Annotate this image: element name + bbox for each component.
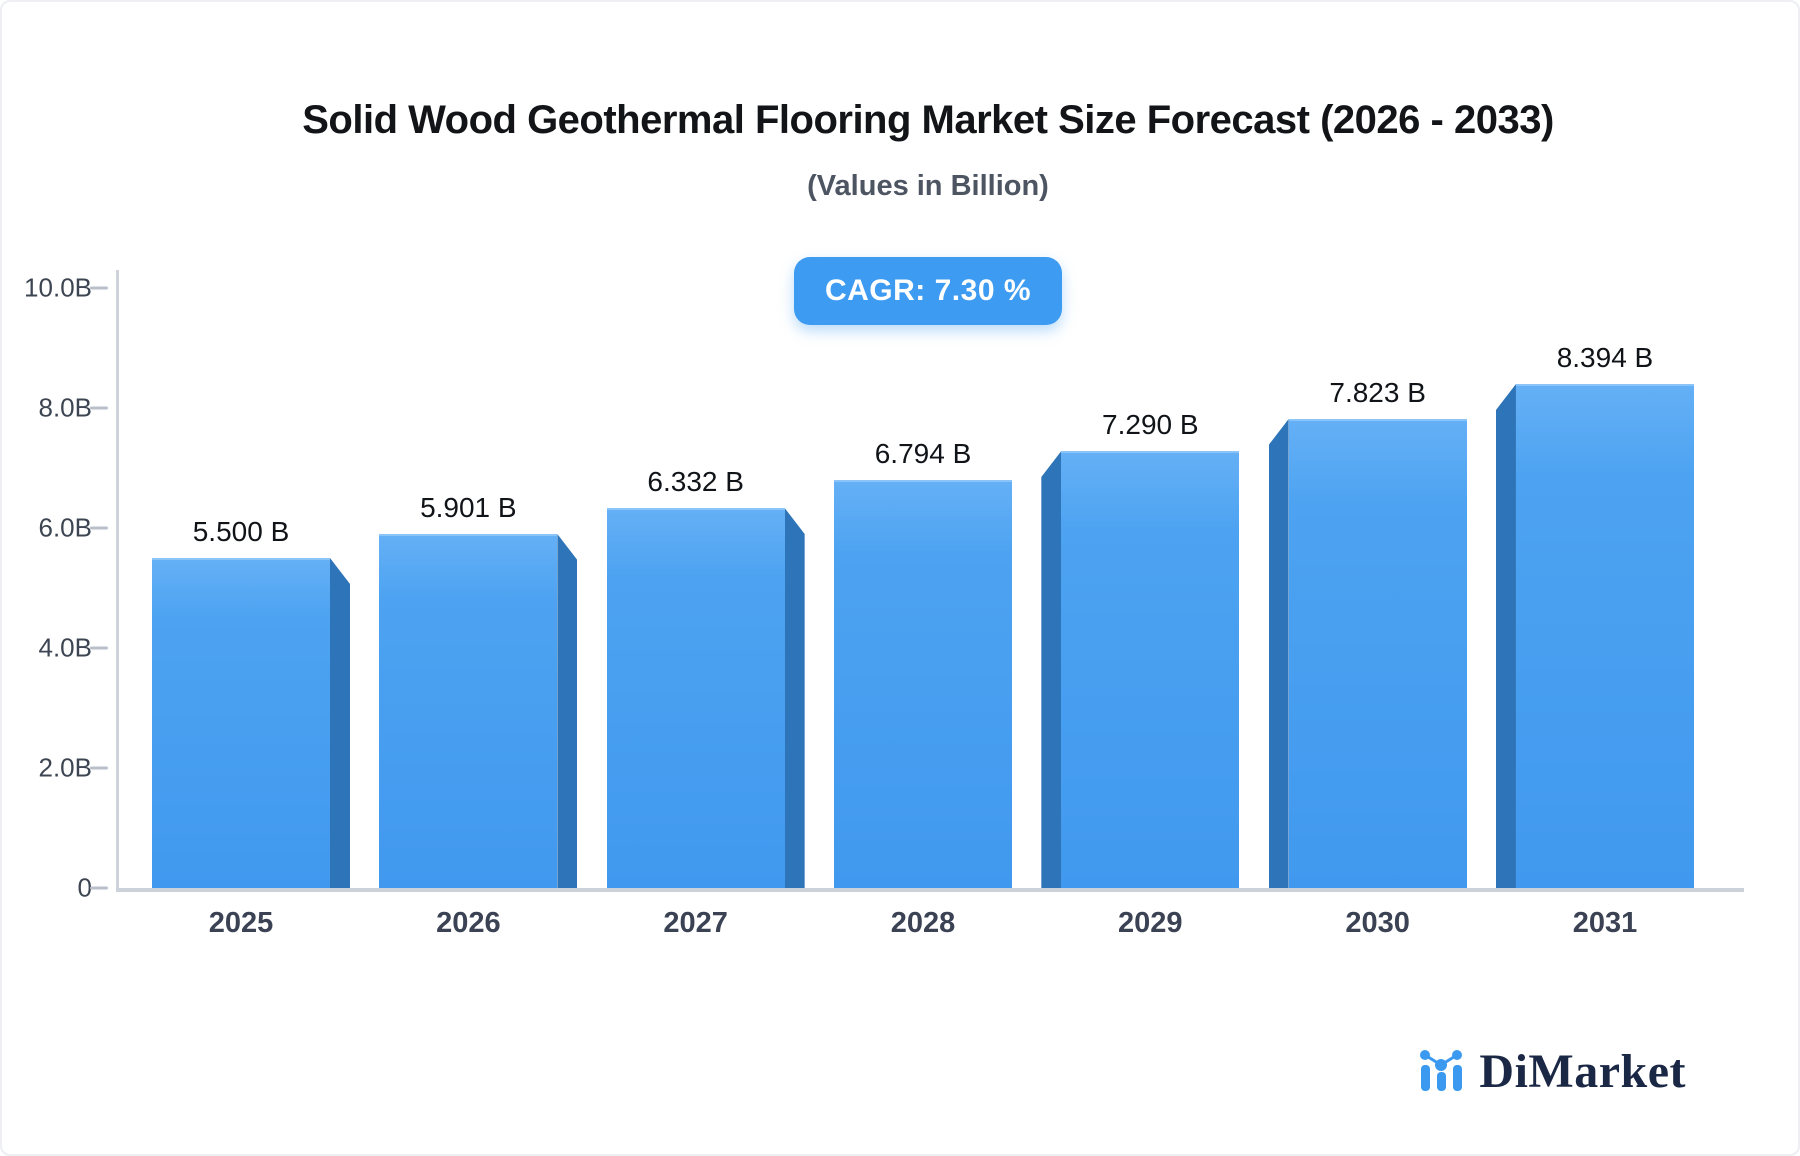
- x-axis-label-2025: 2025: [208, 907, 274, 939]
- y-axis-tick: [90, 526, 108, 530]
- x-axis-line: [116, 888, 1744, 892]
- y-axis-label-8.0B: 8.0B: [38, 392, 93, 423]
- cagr-badge: CAGR: 7.30 %: [794, 257, 1062, 325]
- cagr-badge-label: CAGR: 7.30 %: [824, 274, 1032, 307]
- y-axis-tick: [90, 406, 108, 410]
- bar-side-face-2027: [784, 508, 805, 888]
- bar-2025[interactable]: [152, 558, 330, 888]
- x-axis-label-2030: 2030: [1345, 907, 1410, 939]
- bar-2030[interactable]: [1288, 419, 1467, 888]
- x-axis-label-2026: 2026: [436, 907, 501, 939]
- bar-value-label-2026: 5.901 B: [420, 492, 517, 523]
- y-axis-line: [116, 270, 119, 890]
- y-axis-label-2.0B: 2.0B: [38, 752, 93, 783]
- bar-2027[interactable]: [606, 508, 785, 888]
- bar-side-face-2026: [557, 534, 578, 888]
- y-axis-label-0: 0: [77, 872, 92, 903]
- bar-line-chart-icon: [1419, 1046, 1467, 1097]
- bar-value-label-2031: 8.394 B: [1556, 342, 1654, 373]
- bar-side-face-2031: [1495, 384, 1516, 888]
- bar-side-face-2030: [1268, 419, 1289, 888]
- bar-side-face-2029: [1041, 451, 1062, 888]
- x-axis-label-2028: 2028: [890, 907, 956, 939]
- bar-value-label-2025: 5.500 B: [192, 516, 290, 547]
- y-axis-tick: [90, 646, 108, 650]
- bar-2031[interactable]: [1515, 384, 1694, 888]
- bar-value-label-2027: 6.332 B: [647, 466, 744, 497]
- bar-side-face-2025: [330, 558, 350, 888]
- y-axis-tick: [90, 286, 108, 290]
- y-axis-tick: [90, 766, 108, 770]
- y-axis-label-4.0B: 4.0B: [38, 632, 93, 663]
- chart-title: Solid Wood Geothermal Flooring Market Si…: [302, 98, 1554, 142]
- bar-value-label-2029: 7.290 B: [1102, 409, 1199, 440]
- bar-2028[interactable]: [833, 480, 1012, 888]
- x-axis-label-2027: 2027: [663, 907, 728, 939]
- brand-logo: DiMarket: [1419, 1044, 1686, 1099]
- y-axis-label-10.0B: 10.0B: [24, 272, 92, 303]
- chart-subtitle: (Values in Billion): [807, 170, 1049, 202]
- x-axis-label-2031: 2031: [1572, 907, 1638, 939]
- brand-logo-text: DiMarket: [1479, 1045, 1686, 1098]
- x-axis-label-2029: 2029: [1118, 907, 1183, 939]
- bar-2029[interactable]: [1061, 451, 1240, 888]
- y-axis-label-6.0B: 6.0B: [38, 512, 93, 543]
- y-axis-tick: [90, 886, 108, 890]
- bar-value-label-2028: 6.794 B: [874, 438, 972, 469]
- bar-2026[interactable]: [379, 534, 558, 888]
- bar-value-label-2030: 7.823 B: [1329, 377, 1426, 408]
